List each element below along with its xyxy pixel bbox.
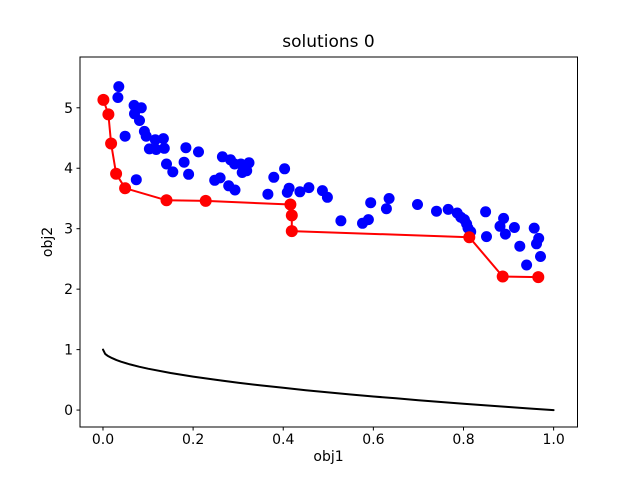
- chart-series: [97, 81, 555, 412]
- population-solutions-point: [431, 205, 442, 217]
- population-solutions-point: [140, 130, 152, 142]
- reference-pareto-front-line: [102, 348, 555, 412]
- population-solutions-point: [365, 197, 377, 209]
- population-solutions-point: [167, 166, 179, 178]
- population-solutions-point: [183, 168, 195, 180]
- non-dominated-front-point: [97, 93, 110, 106]
- x-tick-label: 0.6: [362, 432, 384, 448]
- population-solutions-point: [113, 81, 125, 93]
- population-solutions-point: [130, 174, 142, 186]
- population-solutions-point: [514, 240, 526, 252]
- non-dominated-front-point: [532, 271, 545, 284]
- population-solutions-point: [508, 222, 520, 233]
- population-solutions-point: [533, 232, 545, 244]
- population-solutions-point: [480, 206, 492, 218]
- population-solutions-point: [535, 251, 546, 262]
- non-dominated-front-point: [285, 225, 298, 238]
- population-solutions-point: [157, 133, 169, 145]
- y-tick-label: 1: [64, 343, 73, 359]
- population-solutions-point: [521, 259, 533, 271]
- reference-pareto-front-series: [102, 348, 555, 412]
- x-tick-label: 0.2: [182, 432, 204, 448]
- non-dominated-front-series: [97, 93, 545, 284]
- population-solutions-point: [161, 158, 172, 170]
- population-solutions-point: [498, 212, 510, 224]
- y-tick-label: 4: [64, 161, 73, 177]
- population-solutions-point: [335, 215, 347, 227]
- non-dominated-front-point: [285, 209, 298, 222]
- population-solutions-point: [158, 142, 170, 154]
- population-solutions-point: [499, 228, 511, 240]
- population-solutions-point: [193, 146, 204, 158]
- population-solutions-point: [380, 203, 392, 215]
- population-solutions-series: [112, 81, 546, 271]
- chart-title: solutions 0: [282, 32, 374, 52]
- y-tick-label: 2: [64, 282, 73, 298]
- population-solutions-point: [321, 191, 333, 203]
- y-tick-label: 5: [64, 101, 73, 117]
- x-tick-label: 0.8: [452, 432, 474, 448]
- non-dominated-front-point: [102, 108, 115, 121]
- non-dominated-front-point: [105, 137, 118, 150]
- non-dominated-front-point: [110, 167, 123, 180]
- population-solutions-point: [481, 231, 492, 243]
- population-solutions-point: [294, 186, 306, 198]
- axis-ticks: 0.0 0.2 0.4 0.6 0.8 1.0 0 1 2 3 4 5: [64, 101, 565, 448]
- population-solutions-point: [134, 115, 145, 126]
- population-solutions-point: [528, 222, 540, 234]
- population-solutions-point: [241, 165, 253, 177]
- non-dominated-front-point: [496, 270, 509, 283]
- x-axis-label: obj1: [313, 449, 343, 465]
- population-solutions-point: [279, 163, 291, 175]
- population-solutions-point: [229, 184, 241, 196]
- population-solutions-point: [112, 92, 124, 103]
- population-solutions-point: [150, 144, 162, 155]
- population-solutions-point: [383, 193, 395, 204]
- non-dominated-front-point: [160, 194, 173, 207]
- non-dominated-front-point: [463, 231, 476, 244]
- x-tick-label: 1.0: [542, 432, 564, 448]
- x-tick-label: 0.0: [92, 432, 114, 448]
- population-solutions-point: [214, 172, 226, 184]
- population-solutions-point: [362, 214, 374, 226]
- y-tick-label: 3: [64, 222, 73, 238]
- y-tick-label: 0: [64, 403, 73, 419]
- non-dominated-front-point: [284, 198, 297, 211]
- population-solutions-point: [262, 188, 274, 200]
- population-solutions-point: [180, 142, 192, 154]
- plot-area: [79, 56, 578, 428]
- population-solutions-point: [412, 199, 423, 210]
- population-solutions-point: [178, 156, 190, 168]
- non-dominated-front-point: [199, 194, 212, 207]
- y-axis-label: obj2: [40, 227, 56, 257]
- non-dominated-front-point: [119, 182, 132, 195]
- x-tick-label: 0.4: [272, 432, 294, 448]
- population-solutions-point: [442, 203, 454, 215]
- population-solutions-point: [119, 130, 131, 142]
- population-solutions-point: [283, 182, 295, 194]
- population-solutions-point: [268, 171, 280, 183]
- population-solutions-point: [303, 182, 315, 194]
- population-solutions-point: [149, 134, 161, 146]
